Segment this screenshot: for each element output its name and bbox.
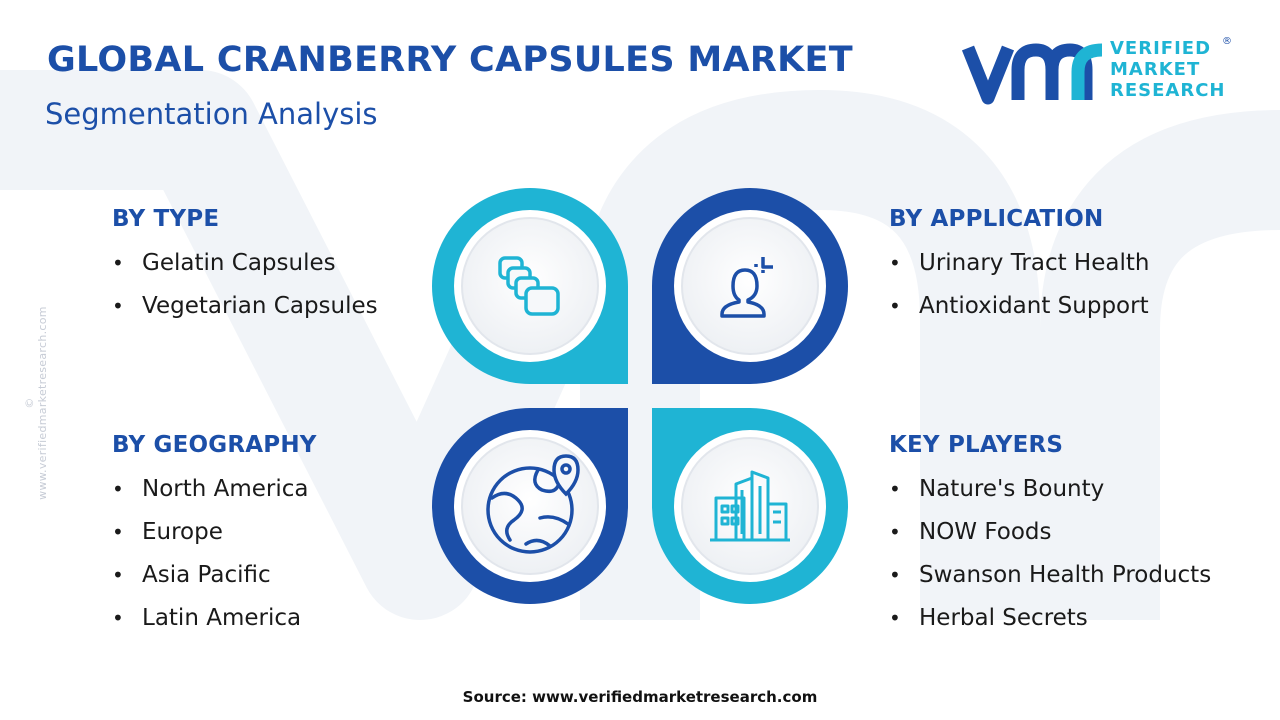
- buildings-icon: [710, 470, 790, 542]
- capsules-icon: [498, 256, 560, 316]
- side-url-text: © www.verifiedmarketresearch.com: [23, 306, 49, 500]
- logo-line-research: RESEARCH: [1110, 80, 1226, 101]
- list-item: Latin America: [112, 597, 317, 640]
- registered-mark: ®: [1222, 36, 1232, 47]
- list-item: NOW Foods: [889, 511, 1211, 554]
- segment-heading: BY GEOGRAPHY: [112, 432, 317, 458]
- person-health-icon: [720, 257, 773, 318]
- list-item: Antioxidant Support: [889, 285, 1149, 328]
- segment-heading: BY APPLICATION: [889, 206, 1104, 232]
- logo-line-verified: VERIFIED: [1110, 38, 1212, 59]
- vmr-logo-icon: [962, 43, 1103, 105]
- segment-key-players: KEY PLAYERS Nature's Bounty NOW Foods Sw…: [889, 432, 1211, 640]
- segment-by-type: BY TYPE Gelatin Capsules Vegetarian Caps…: [112, 206, 378, 328]
- list-item: North America: [112, 468, 317, 511]
- list-item: Gelatin Capsules: [112, 242, 378, 285]
- segment-by-geography: BY GEOGRAPHY North America Europe Asia P…: [112, 432, 317, 640]
- list-item: Vegetarian Capsules: [112, 285, 378, 328]
- page-subtitle: Segmentation Analysis: [45, 97, 378, 131]
- petal-players: [652, 408, 848, 604]
- list-item: Herbal Secrets: [889, 597, 1211, 640]
- page-title: GLOBAL CRANBERRY CAPSULES MARKET: [47, 40, 853, 80]
- globe-pin-icon: [486, 454, 580, 554]
- segment-by-application: BY APPLICATION Urinary Tract Health Anti…: [889, 206, 1149, 328]
- source-note: Source: www.verifiedmarketresearch.com: [462, 688, 818, 706]
- segmentation-petals: [432, 188, 848, 604]
- list-item: Urinary Tract Health: [889, 242, 1149, 285]
- list-item: Swanson Health Products: [889, 554, 1211, 597]
- petal-application: [652, 188, 848, 384]
- petal-geography: [432, 408, 628, 604]
- logo-text: VERIFIED MARKET RESEARCH: [1110, 38, 1225, 101]
- segment-heading: KEY PLAYERS: [889, 432, 1064, 458]
- list-item: Europe: [112, 511, 317, 554]
- list-item: Nature's Bounty: [889, 468, 1211, 511]
- logo-line-market: MARKET: [1110, 59, 1201, 80]
- segment-heading: BY TYPE: [112, 206, 220, 232]
- list-item: Asia Pacific: [112, 554, 317, 597]
